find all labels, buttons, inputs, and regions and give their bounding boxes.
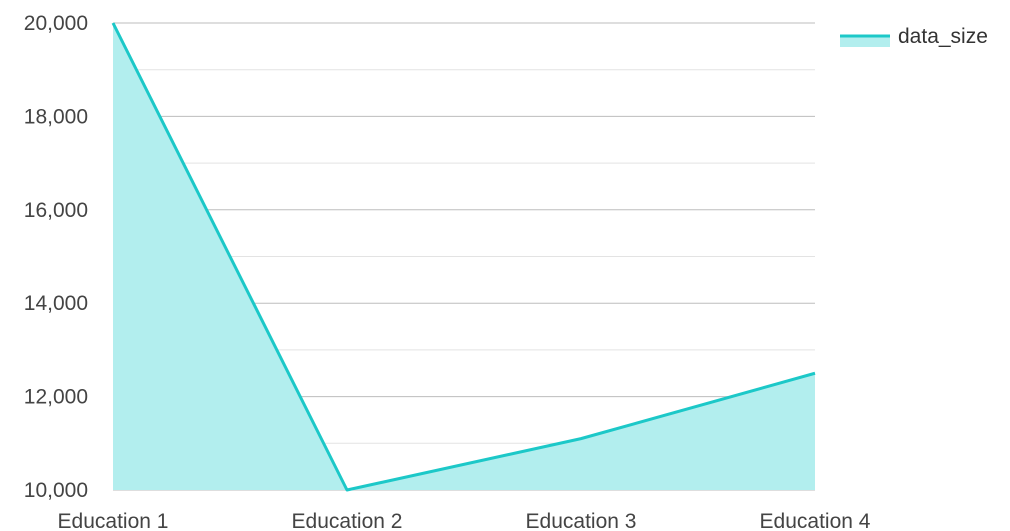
y-tick-label: 18,000 [24, 105, 88, 128]
x-axis-ticks: Education 1 Education 2 Education 3 Educati… [58, 510, 871, 531]
x-tick-label: Education 4 [760, 510, 871, 531]
y-tick-label: 10,000 [24, 479, 88, 502]
x-tick-label: Education 1 [58, 510, 169, 531]
x-tick-label: Education 3 [526, 510, 637, 531]
y-axis-ticks: 10,000 12,000 14,000 16,000 18,000 20,000 [24, 12, 88, 502]
legend-label: data_size [898, 25, 988, 48]
legend-swatch-fill [840, 35, 890, 47]
y-tick-label: 20,000 [24, 12, 88, 35]
y-tick-label: 16,000 [24, 199, 88, 222]
y-tick-label: 14,000 [24, 292, 88, 315]
x-tick-label: Education 2 [292, 510, 403, 531]
series-line [111, 22, 816, 492]
legend: data_size [840, 25, 988, 48]
y-tick-label: 12,000 [24, 386, 88, 409]
